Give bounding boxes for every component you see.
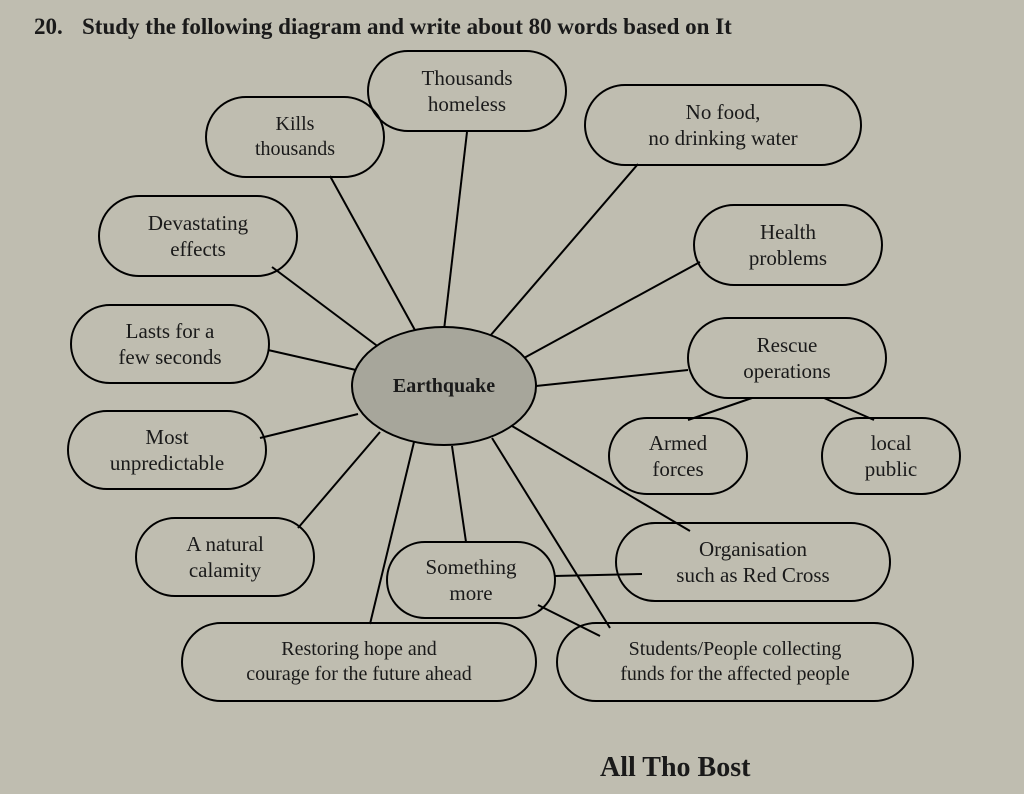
node-lasts: Lasts for a few seconds: [70, 304, 270, 384]
node-most: Most unpredictable: [67, 410, 267, 490]
node-devastating: Devastating effects: [98, 195, 298, 277]
node-org: Organisation such as Red Cross: [615, 522, 891, 602]
node-natural: A natural calamity: [135, 517, 315, 597]
node-restoring: Restoring hope and courage for the futur…: [181, 622, 537, 702]
node-homeless: Thousands homeless: [367, 50, 567, 132]
node-nofood: No food, no drinking water: [584, 84, 862, 166]
question-text: Study the following diagram and write ab…: [82, 14, 732, 40]
center-node-earthquake: Earthquake: [351, 326, 537, 446]
node-rescue: Rescue operations: [687, 317, 887, 399]
node-local: local public: [821, 417, 961, 495]
footer-text: All Tho Bost: [600, 752, 750, 784]
node-something: Something more: [386, 541, 556, 619]
node-kills: Kills thousands: [205, 96, 385, 178]
node-health: Health problems: [693, 204, 883, 286]
question-number: 20.: [34, 14, 63, 40]
node-students: Students/People collecting funds for the…: [556, 622, 914, 702]
node-armed: Armed forces: [608, 417, 748, 495]
